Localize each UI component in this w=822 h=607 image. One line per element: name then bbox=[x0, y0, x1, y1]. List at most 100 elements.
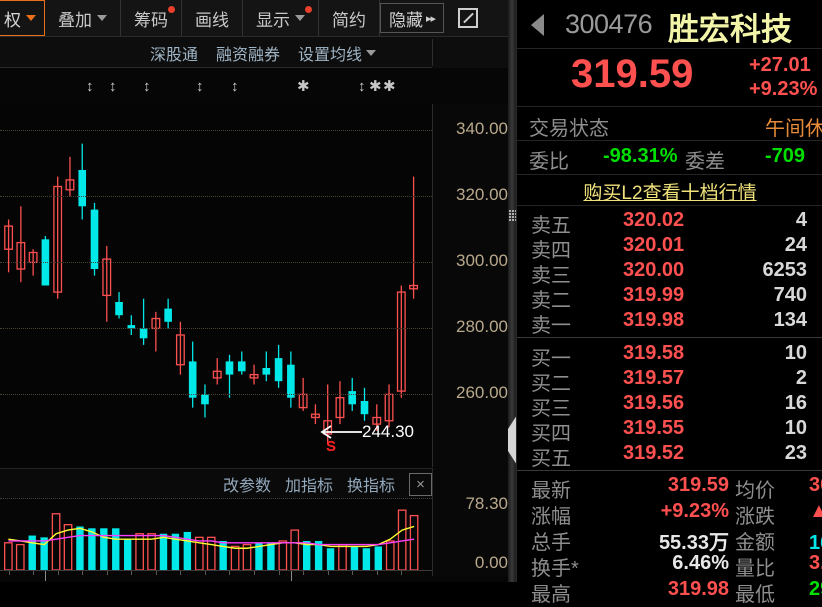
trading-status-value: 午间休市 bbox=[765, 118, 822, 140]
splitter-grip-icon[interactable] bbox=[509, 210, 517, 223]
pane-splitter[interactable] bbox=[508, 0, 516, 582]
indicator-action-2[interactable]: 换指标 bbox=[346, 478, 395, 495]
sell-order-price: 320.01 bbox=[623, 234, 685, 256]
sell-order-volume: 24 bbox=[784, 234, 807, 256]
event-marker-icon[interactable]: ↕ bbox=[231, 78, 239, 95]
event-marker-icon[interactable]: ✱ bbox=[297, 78, 310, 95]
toolbar-button-5[interactable]: 简约 bbox=[319, 0, 380, 36]
buy-order-label: 买三 bbox=[531, 398, 571, 420]
panel-divider bbox=[0, 498, 432, 499]
stat-value-left: 319.98 bbox=[667, 578, 729, 600]
buy-order-row[interactable]: 买五 319.52 23 bbox=[517, 441, 822, 470]
event-marker-icon[interactable]: ↕ bbox=[86, 78, 94, 95]
subbar-item-2[interactable]: 设置均线 bbox=[298, 41, 377, 65]
stat-value-left: 6.46% bbox=[672, 552, 729, 574]
low-price-annotation: 244.30 bbox=[362, 422, 414, 441]
toolbar-button-0[interactable]: 权 bbox=[0, 0, 45, 36]
hide-label: 隐藏 bbox=[389, 10, 423, 30]
time-tick bbox=[303, 571, 304, 575]
toolbar-button-4[interactable]: 显示 bbox=[243, 0, 319, 36]
buy-order-price: 319.58 bbox=[623, 342, 685, 364]
sell-order-row[interactable]: 卖四 320.01 24 bbox=[517, 233, 822, 262]
buy-order-price: 319.56 bbox=[623, 392, 685, 414]
stat-value-right: 290.0 bbox=[809, 578, 822, 600]
sell-order-row[interactable]: 卖二 319.99 740 bbox=[517, 283, 822, 312]
buy-order-label: 买一 bbox=[531, 348, 571, 370]
time-tick bbox=[180, 571, 181, 575]
buy-order-row[interactable]: 买二 319.57 2 bbox=[517, 366, 822, 395]
event-marker-icon[interactable]: ↕ bbox=[109, 78, 117, 95]
subbar-item-0[interactable]: 深股通 bbox=[150, 41, 198, 65]
toolbar-button-label: 显示 bbox=[256, 10, 290, 30]
weibi-label: 委比 bbox=[529, 151, 569, 173]
buy-order-row[interactable]: 买四 319.55 10 bbox=[517, 416, 822, 445]
volume-axis-max: 78.30 bbox=[465, 494, 508, 513]
indicator-action-0[interactable]: 改参数 bbox=[222, 478, 271, 495]
book-divider bbox=[517, 337, 822, 338]
sell-order-volume: 4 bbox=[795, 209, 807, 231]
trading-status-label: 交易状态 bbox=[529, 118, 609, 140]
collapse-pane-button[interactable] bbox=[508, 415, 517, 465]
buy-order-price: 319.57 bbox=[623, 367, 685, 389]
toolbar-button-3[interactable]: 画线 bbox=[182, 0, 243, 36]
buy-order-volume: 10 bbox=[784, 342, 807, 364]
toolbar-button-label: 权 bbox=[4, 10, 21, 30]
event-marker-icon[interactable]: ✱ bbox=[369, 78, 382, 95]
sell-order-price: 319.99 bbox=[623, 284, 685, 306]
stat-value-right: 305.0 bbox=[809, 474, 822, 496]
sell-order-row[interactable]: 卖一 319.98 134 bbox=[517, 308, 822, 337]
price-axis-label: 280.00 bbox=[456, 317, 508, 336]
stats-table: 最新 319.59 均价 305.0 涨幅 +9.23% 涨跌 ▲27.0 总手 55.33万金额… bbox=[517, 473, 822, 606]
stat-label-left: 换手* bbox=[531, 558, 579, 580]
gridline bbox=[0, 328, 432, 329]
double-chevron-right-icon: ▸▸ bbox=[426, 12, 436, 25]
indicator-action-1[interactable]: 加指标 bbox=[284, 478, 333, 495]
buy-order-price: 319.55 bbox=[623, 417, 685, 439]
stat-label-right: 涨跌 bbox=[735, 506, 775, 528]
time-tick bbox=[377, 571, 378, 575]
toolbar-button-label: 叠加 bbox=[58, 10, 92, 30]
back-arrow-icon[interactable] bbox=[531, 14, 544, 36]
subbar-item-1[interactable]: 融资融券 bbox=[216, 41, 280, 65]
buy-order-volume: 10 bbox=[784, 417, 807, 439]
chart-pane: 权叠加 筹码 画线 显示 简约 隐藏 ▸▸ 深股通 融资融券 设置均线 ↕ ↕ ↕ ↕ ↕ ✱ ↕ ✱ ✱ 24… bbox=[0, 0, 516, 582]
time-axis-ticks bbox=[0, 571, 432, 582]
stat-label-right: 量比 bbox=[735, 558, 775, 580]
time-tick-major bbox=[291, 571, 292, 581]
sell-order-volume: 134 bbox=[773, 309, 807, 331]
sell-order-row[interactable]: 卖三 320.00 6253 bbox=[517, 258, 822, 287]
buy-order-row[interactable]: 买三 319.56 16 bbox=[517, 391, 822, 420]
event-marker-icon[interactable]: ↕ bbox=[358, 78, 366, 95]
time-tick-major bbox=[45, 571, 46, 581]
stats-row: 最高 319.98 最低 290.0 bbox=[517, 577, 822, 606]
sell-order-label: 卖三 bbox=[531, 265, 571, 287]
candlestick-plot[interactable]: 244.30 S bbox=[0, 104, 432, 467]
chevron-down-icon bbox=[97, 15, 107, 21]
toolbar-button-label: 简约 bbox=[332, 10, 366, 30]
event-marker-strip: ↕ ↕ ↕ ↕ ↕ ✱ ↕ ✱ ✱ bbox=[0, 70, 432, 104]
sell-order-price: 320.00 bbox=[623, 259, 685, 281]
subbar-item-label: 设置均线 bbox=[298, 46, 363, 64]
close-icon[interactable]: × bbox=[409, 472, 432, 496]
price-change: +27.01 bbox=[749, 54, 811, 76]
time-tick bbox=[328, 571, 329, 575]
toolbar-button-1[interactable]: 叠加 bbox=[45, 0, 121, 36]
time-tick bbox=[58, 571, 59, 575]
hide-panel-button[interactable]: 隐藏 ▸▸ bbox=[380, 3, 445, 33]
trading-status-row: 交易状态 午间休市 bbox=[517, 107, 822, 141]
event-marker-icon[interactable]: ✱ bbox=[383, 78, 396, 95]
indicator-toolbar: 改参数 加指标 换指标 × bbox=[0, 468, 440, 499]
time-tick bbox=[33, 571, 34, 575]
stat-label-left: 总手 bbox=[531, 532, 571, 554]
buy-order-row[interactable]: 买一 319.58 10 bbox=[517, 341, 822, 370]
fullscreen-button[interactable] bbox=[446, 0, 490, 36]
toolbar-button-2[interactable]: 筹码 bbox=[121, 0, 182, 36]
volume-panel[interactable] bbox=[0, 499, 432, 570]
l2-promo-row: 购买L2查看十档行情 bbox=[517, 175, 822, 206]
buy-orders: 买一 319.58 10 买二 319.57 2 买三 319.56 16 买四 319.55 10 买… bbox=[517, 341, 822, 470]
stats-row: 换手* 6.46% 量比 3.7 bbox=[517, 551, 822, 580]
buy-l2-link[interactable]: 购买L2查看十档行情 bbox=[583, 183, 757, 204]
sell-order-row[interactable]: 卖五 320.02 4 bbox=[517, 208, 822, 237]
event-marker-icon[interactable]: ↕ bbox=[143, 78, 151, 95]
event-marker-icon[interactable]: ↕ bbox=[196, 78, 204, 95]
